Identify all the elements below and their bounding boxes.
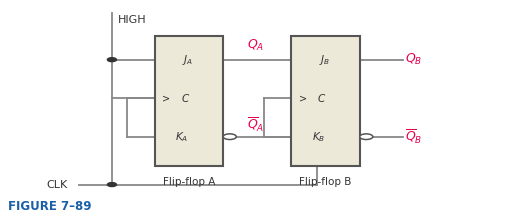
Text: $>$: $>$: [160, 93, 171, 103]
Text: $K_B$: $K_B$: [312, 130, 325, 144]
Text: $J_B$: $J_B$: [319, 53, 330, 67]
Text: CLK: CLK: [46, 180, 67, 190]
Text: $Q_A$: $Q_A$: [247, 38, 265, 53]
Text: $\overline{Q}_B$: $\overline{Q}_B$: [405, 128, 423, 146]
Text: Flip-flop B: Flip-flop B: [299, 177, 352, 187]
Bar: [292, 35, 359, 166]
Text: $Q_B$: $Q_B$: [405, 52, 422, 67]
Text: FIGURE 7–89: FIGURE 7–89: [8, 200, 92, 213]
Circle shape: [107, 183, 117, 187]
Text: $J_A$: $J_A$: [182, 53, 194, 67]
Text: Flip-flop A: Flip-flop A: [163, 177, 215, 187]
Text: $K_A$: $K_A$: [175, 130, 189, 144]
Text: $\overline{Q}_A$: $\overline{Q}_A$: [247, 116, 265, 134]
Text: $>$: $>$: [297, 93, 308, 103]
Bar: [155, 35, 223, 166]
Text: $C$: $C$: [181, 92, 190, 104]
Circle shape: [107, 58, 117, 62]
Text: HIGH: HIGH: [118, 15, 147, 25]
Circle shape: [359, 134, 373, 140]
Text: $C$: $C$: [317, 92, 327, 104]
Circle shape: [223, 134, 236, 140]
